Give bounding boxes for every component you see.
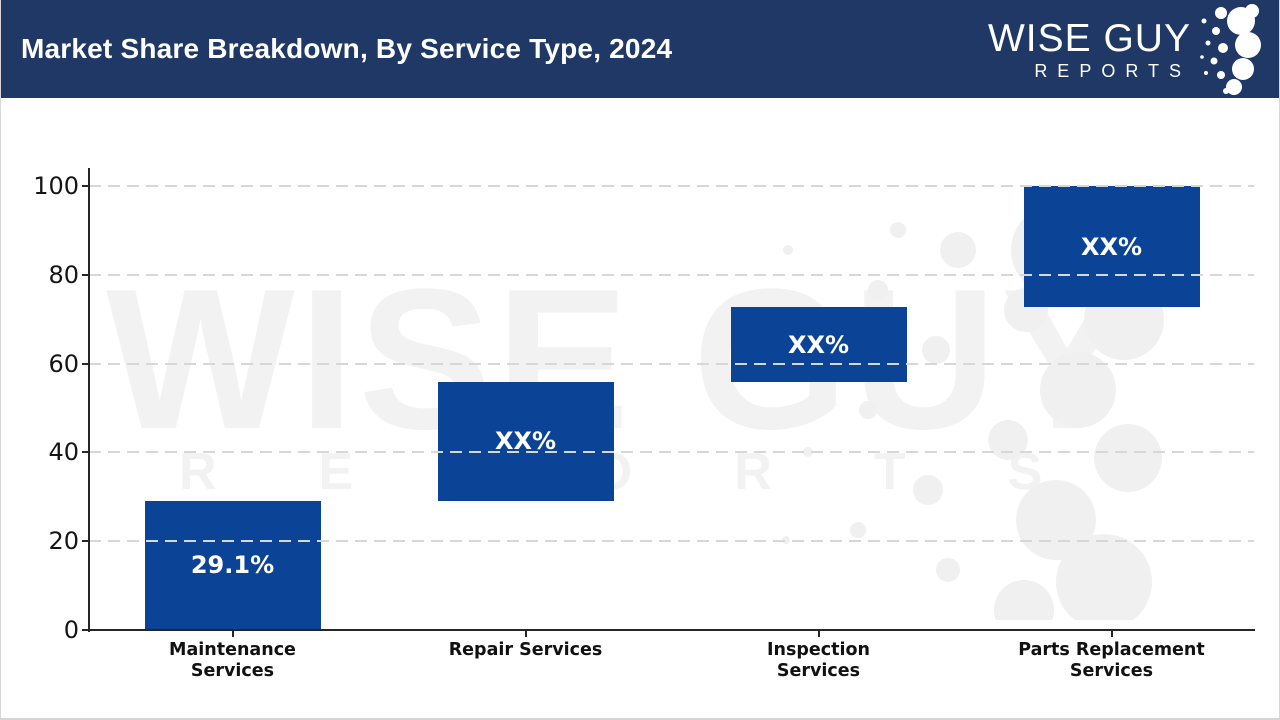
bar-inspection-services	[730, 307, 907, 382]
y-tick-mark	[82, 362, 89, 365]
y-tick-mark	[82, 185, 89, 187]
y-gridline	[89, 540, 1254, 543]
logo-wordmark: WISE GUY REPORTS	[988, 19, 1191, 80]
x-tick-mark	[1110, 630, 1113, 637]
bar-value-label: 29.1%	[190, 551, 275, 580]
y-tick-label: 60	[48, 349, 79, 378]
y-gridline	[89, 273, 1254, 276]
y-tick-mark	[82, 273, 89, 276]
wiseguy-logo: WISE GUY REPORTS	[988, 3, 1267, 95]
y-tick-label: 20	[48, 527, 79, 556]
x-category-label-line: Services	[1069, 661, 1154, 681]
y-tick-label: 100	[33, 172, 79, 200]
header-bar: Market Share Breakdown, By Service Type,…	[1, 0, 1279, 98]
x-category-label: Maintenance Services	[118, 640, 348, 682]
x-category-label-line: Services	[190, 661, 275, 681]
bar-value-label: XX%	[1080, 232, 1143, 261]
y-tick-mark	[82, 451, 89, 454]
y-gridline	[89, 451, 1254, 454]
y-axis-line	[88, 168, 90, 632]
x-tick-mark	[817, 630, 820, 637]
bar-value-label: XX%	[787, 330, 850, 359]
logo-line2: REPORTS	[1034, 60, 1191, 81]
y-tick-mark	[82, 540, 89, 543]
y-tick-label: 80	[48, 260, 79, 289]
x-category-label-line: Services	[776, 661, 861, 681]
bar-repair-services	[437, 381, 614, 501]
x-category-label-line: Parts Replacement	[1018, 640, 1205, 660]
y-tick-label: 0	[63, 616, 79, 644]
x-category-label: Repair Services	[411, 640, 641, 661]
head-profile-icon	[1200, 4, 1261, 95]
x-category-label: Inspection Services	[704, 640, 934, 682]
bar-parts-replacement-services	[1023, 186, 1200, 308]
x-tick-mark	[524, 630, 527, 637]
logo-line1: WISE GUY	[987, 16, 1191, 60]
y-tick-label: 40	[48, 438, 79, 467]
x-category-label: Parts Replacement Services	[997, 640, 1227, 682]
x-axis-line	[88, 629, 1255, 631]
y-tick-mark	[82, 629, 89, 631]
bar-value-label: XX%	[494, 427, 557, 456]
y-gridline	[89, 185, 1254, 187]
x-tick-mark	[231, 630, 234, 637]
x-category-label-line: Inspection	[766, 640, 870, 660]
bar-maintenance-services	[144, 500, 321, 630]
y-gridline	[89, 362, 1254, 365]
chart-title: Market Share Breakdown, By Service Type,…	[21, 33, 673, 64]
x-category-label-line: Maintenance	[169, 640, 296, 660]
x-category-label-line: Repair Services	[448, 640, 603, 660]
watermark-wordmark: WISE GUY	[106, 248, 1139, 471]
